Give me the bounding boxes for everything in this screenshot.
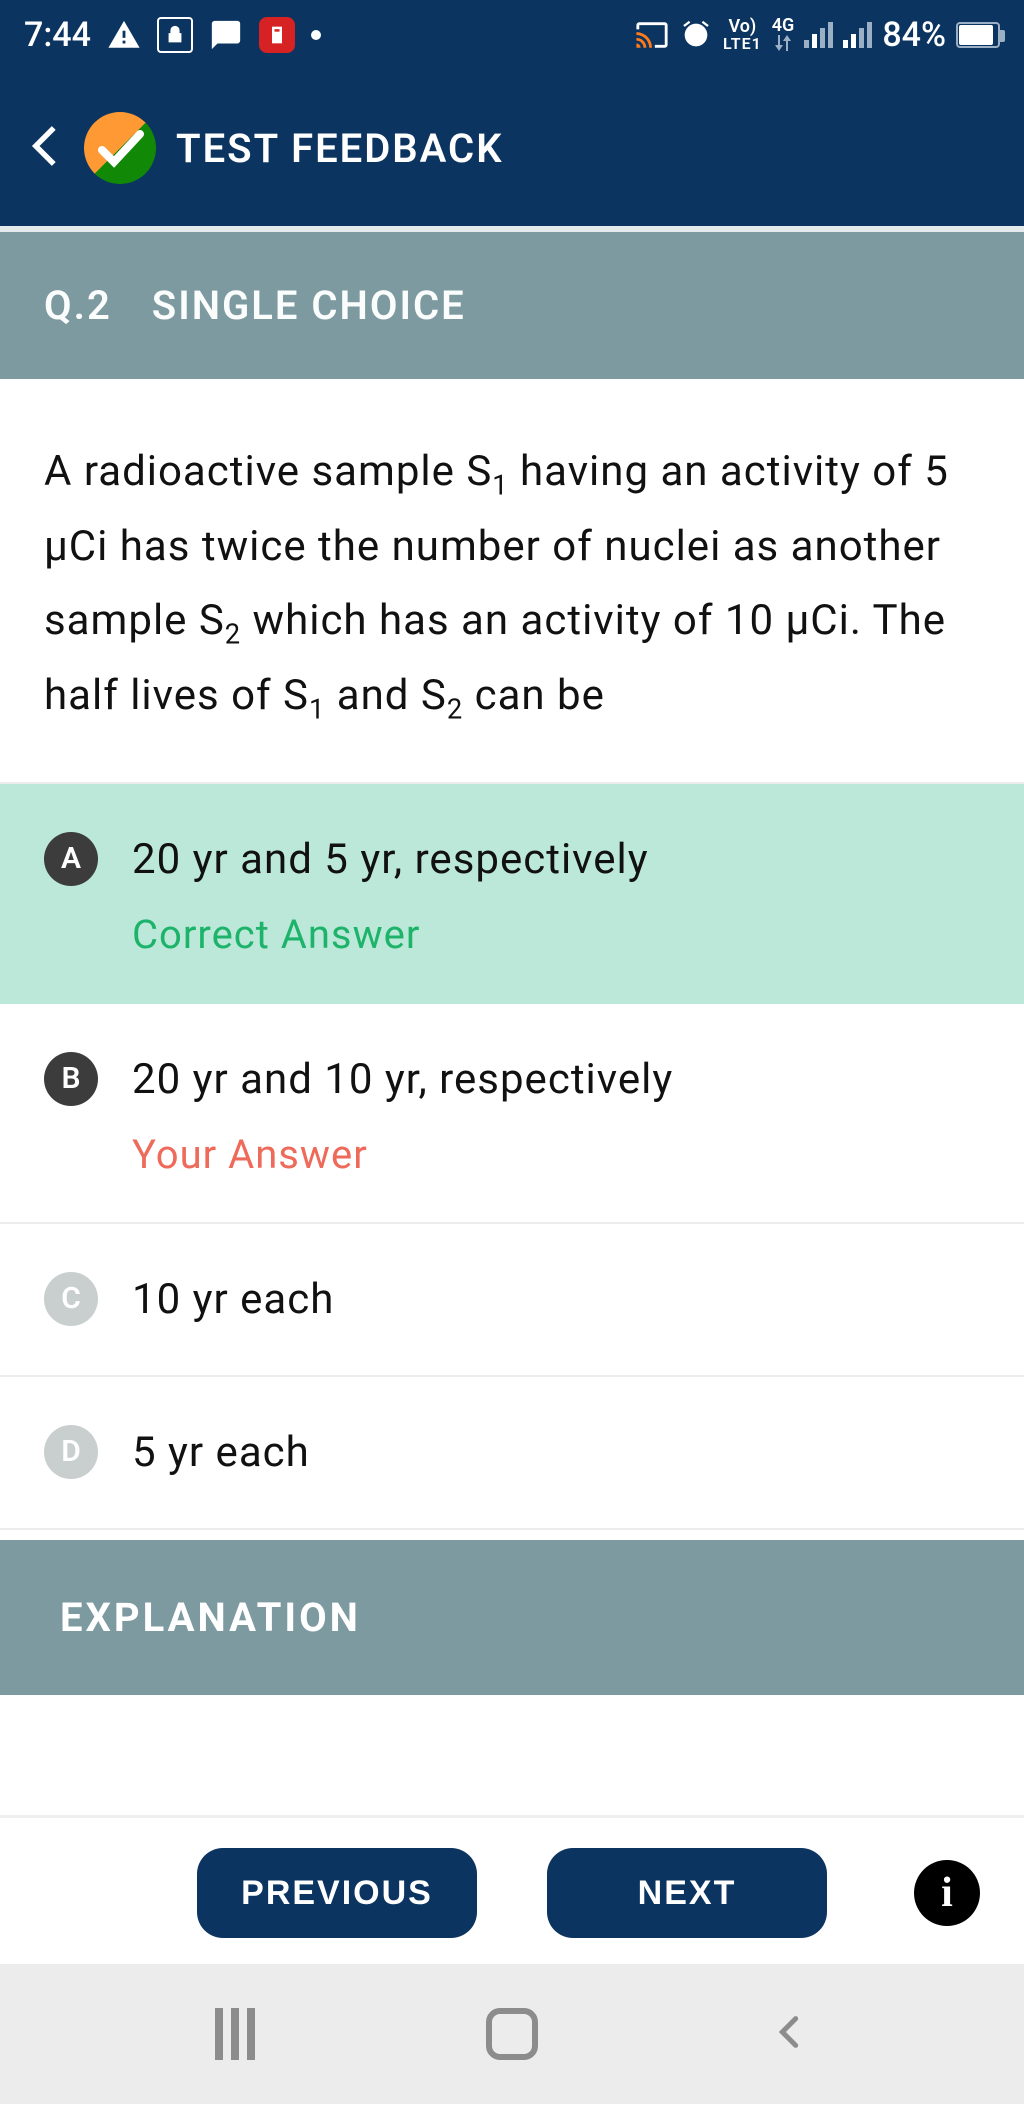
option-c[interactable]: C 10 yr each xyxy=(0,1224,1024,1377)
app-notification-icon-2 xyxy=(259,17,295,53)
chat-icon xyxy=(209,18,243,52)
your-answer-tag: Your Answer xyxy=(132,1131,673,1178)
battery-percent: 84% xyxy=(882,15,946,55)
option-badge: D xyxy=(44,1425,98,1479)
app-logo xyxy=(84,112,156,184)
next-button[interactable]: NEXT xyxy=(547,1848,827,1938)
status-time: 7:44 xyxy=(24,15,91,55)
android-back-button[interactable] xyxy=(769,2006,809,2062)
status-left: 7:44 xyxy=(24,15,321,55)
option-badge: A xyxy=(44,832,98,886)
signal-sim1 xyxy=(804,22,833,48)
option-b[interactable]: B 20 yr and 10 yr, respectively Your Answe… xyxy=(0,1004,1024,1224)
option-text: 5 yr each xyxy=(132,1421,310,1484)
alarm-icon xyxy=(679,18,713,52)
question-type: SINGLE CHOICE xyxy=(152,282,466,329)
app-header: TEST FEEDBACK xyxy=(0,70,1024,226)
app-notification-icon-1 xyxy=(157,17,193,53)
question-text: A radioactive sample S1 having an activi… xyxy=(0,379,1024,782)
network-label: 4G xyxy=(772,17,795,35)
more-notifications-dot xyxy=(311,30,321,40)
cast-icon xyxy=(635,18,669,52)
status-right: Vo) LTE1 4G 84% xyxy=(635,15,1000,55)
option-text: 20 yr and 5 yr, respectively xyxy=(132,828,649,891)
page-title: TEST FEEDBACK xyxy=(176,125,504,172)
info-button[interactable]: i xyxy=(914,1860,980,1926)
warning-icon xyxy=(107,18,141,52)
signal-sim2 xyxy=(843,22,872,48)
volte-indicator: Vo) LTE1 xyxy=(723,18,762,52)
question-type-bar: Q.2 SINGLE CHOICE xyxy=(0,226,1024,379)
back-button[interactable] xyxy=(20,119,74,177)
bottom-nav-bar: PREVIOUS NEXT i xyxy=(0,1815,1024,1964)
status-bar: 7:44 Vo) LTE1 xyxy=(0,0,1024,70)
option-text: 20 yr and 10 yr, respectively xyxy=(132,1048,673,1111)
battery-icon xyxy=(956,22,1000,48)
network-arrows xyxy=(773,35,793,54)
correct-answer-tag: Correct Answer xyxy=(132,911,649,958)
previous-button[interactable]: PREVIOUS xyxy=(197,1848,477,1938)
battery-fill xyxy=(959,25,993,45)
explanation-header[interactable]: EXPLANATION xyxy=(0,1540,1024,1695)
network-indicator: 4G xyxy=(772,17,795,54)
android-recents-button[interactable] xyxy=(215,2008,255,2060)
options-list: A 20 yr and 5 yr, respectively Correct Ans… xyxy=(0,782,1024,1530)
option-d[interactable]: D 5 yr each xyxy=(0,1377,1024,1530)
option-badge: C xyxy=(44,1272,98,1326)
question-number: Q.2 xyxy=(44,282,112,329)
option-badge: B xyxy=(44,1052,98,1106)
option-text: 10 yr each xyxy=(132,1268,334,1331)
option-a[interactable]: A 20 yr and 5 yr, respectively Correct Ans… xyxy=(0,784,1024,1004)
android-home-button[interactable] xyxy=(486,2008,538,2060)
android-nav-bar xyxy=(0,1964,1024,2104)
volte-bottom: LTE1 xyxy=(723,36,762,52)
